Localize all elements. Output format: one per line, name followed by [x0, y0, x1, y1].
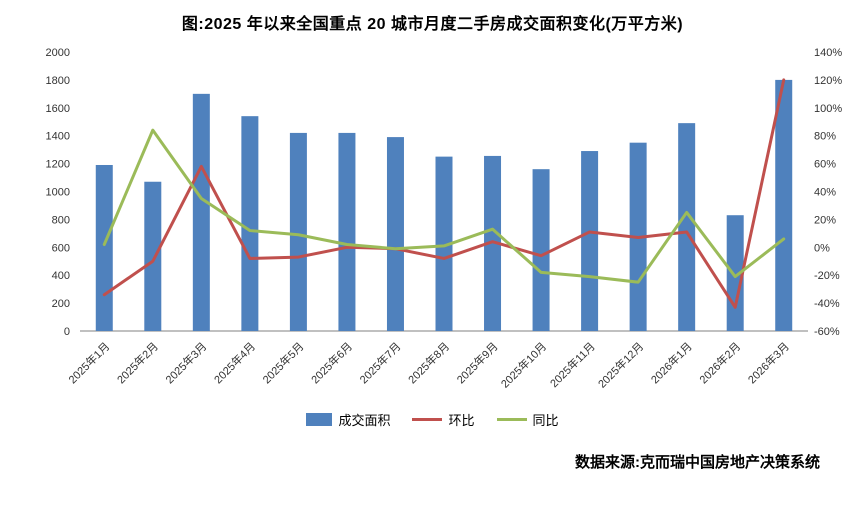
bar-2026年3月 — [775, 79, 793, 332]
left-axis-tick: 200 — [52, 298, 70, 310]
right-axis-tick: -20% — [814, 270, 840, 282]
left-axis-tick: 2000 — [46, 47, 70, 59]
chart-title: 图:2025 年以来全国重点 20 城市月度二手房成交面积变化(万平方米) — [181, 16, 684, 33]
x-axis-label: 2025年12月 — [595, 339, 646, 390]
x-axis-label: 2025年5月 — [259, 339, 306, 386]
line-同比 — [102, 128, 786, 284]
bar-2025年3月 — [192, 93, 210, 331]
right-axis-tick: 120% — [814, 75, 842, 87]
right-axis-tick: 140% — [814, 47, 842, 59]
legend-item-huanbi: 环比 — [412, 410, 475, 429]
bar-2025年10月 — [532, 169, 550, 331]
legend-item-bar: 成交面积 — [306, 410, 390, 429]
left-axis-tick: 400 — [52, 270, 70, 282]
x-axis-label: 2026年1月 — [648, 339, 695, 386]
x-axis-label: 2025年8月 — [405, 339, 452, 386]
left-axis-tick: 1000 — [46, 187, 70, 199]
right-axis-tick: 0% — [814, 242, 830, 254]
x-axis-label: 2025年4月 — [211, 339, 258, 386]
combo-chart: 0 200 400 600 800 1000 1200 1400 1600 1800 2000 -60… — [46, 47, 843, 391]
left-axis-tick: 1200 — [46, 159, 70, 171]
x-axis-label: 2025年3月 — [162, 339, 209, 386]
x-axis-label: 2025年11月 — [547, 339, 598, 390]
bar-2025年4月 — [241, 116, 259, 331]
x-axis-label: 2025年1月 — [65, 339, 112, 386]
bar-2025年1月 — [95, 164, 113, 331]
legend-swatch-tongbi-icon — [496, 418, 527, 421]
bar-2025年8月 — [435, 156, 453, 331]
bar-2026年1月 — [678, 123, 696, 332]
right-axis-tick: 80% — [814, 131, 836, 143]
legend-swatch-bar-icon — [306, 413, 333, 426]
x-axis-label: 2025年9月 — [454, 339, 501, 386]
legend-label-huanbi: 环比 — [448, 413, 475, 428]
bar-2025年11月 — [581, 151, 599, 331]
left-axis-tick: 600 — [52, 242, 70, 254]
legend-swatch-huanbi-icon — [412, 418, 443, 421]
right-axis-tick: -40% — [814, 298, 840, 310]
x-axis-label: 2025年6月 — [308, 339, 355, 386]
left-axis-tick: 1400 — [46, 131, 70, 143]
bar-2025年9月 — [484, 155, 502, 331]
right-axis-tick: -60% — [814, 326, 840, 338]
bar-2025年2月 — [144, 181, 162, 331]
left-axis-tick: 800 — [52, 214, 70, 226]
x-axis-label: 2025年2月 — [114, 339, 161, 386]
x-axis-label: 2026年3月 — [745, 339, 792, 386]
bar-2025年5月 — [289, 132, 307, 331]
x-axis-label: 2025年10月 — [498, 339, 549, 390]
data-source: 数据来源:克而瑞中国房地产决策系统 — [575, 454, 820, 471]
left-axis-tick: 1800 — [46, 75, 70, 87]
legend-item-tongbi: 同比 — [496, 410, 559, 429]
bar-2025年6月 — [338, 132, 356, 331]
left-axis-tick: 1600 — [46, 103, 70, 115]
bar-2025年7月 — [386, 137, 404, 331]
right-axis-tick: 100% — [814, 103, 842, 115]
chart-legend: 成交面积 环比 同比 — [0, 410, 865, 429]
left-axis-tick: 0 — [64, 326, 70, 338]
x-axis-label: 2025年7月 — [356, 339, 403, 386]
x-axis-label: 2026年2月 — [696, 339, 743, 386]
legend-label-bar: 成交面积 — [338, 413, 391, 428]
right-axis-tick: 60% — [814, 159, 836, 171]
right-axis-tick: 40% — [814, 187, 836, 199]
legend-label-tongbi: 同比 — [532, 413, 559, 428]
right-axis-tick: 20% — [814, 214, 836, 226]
